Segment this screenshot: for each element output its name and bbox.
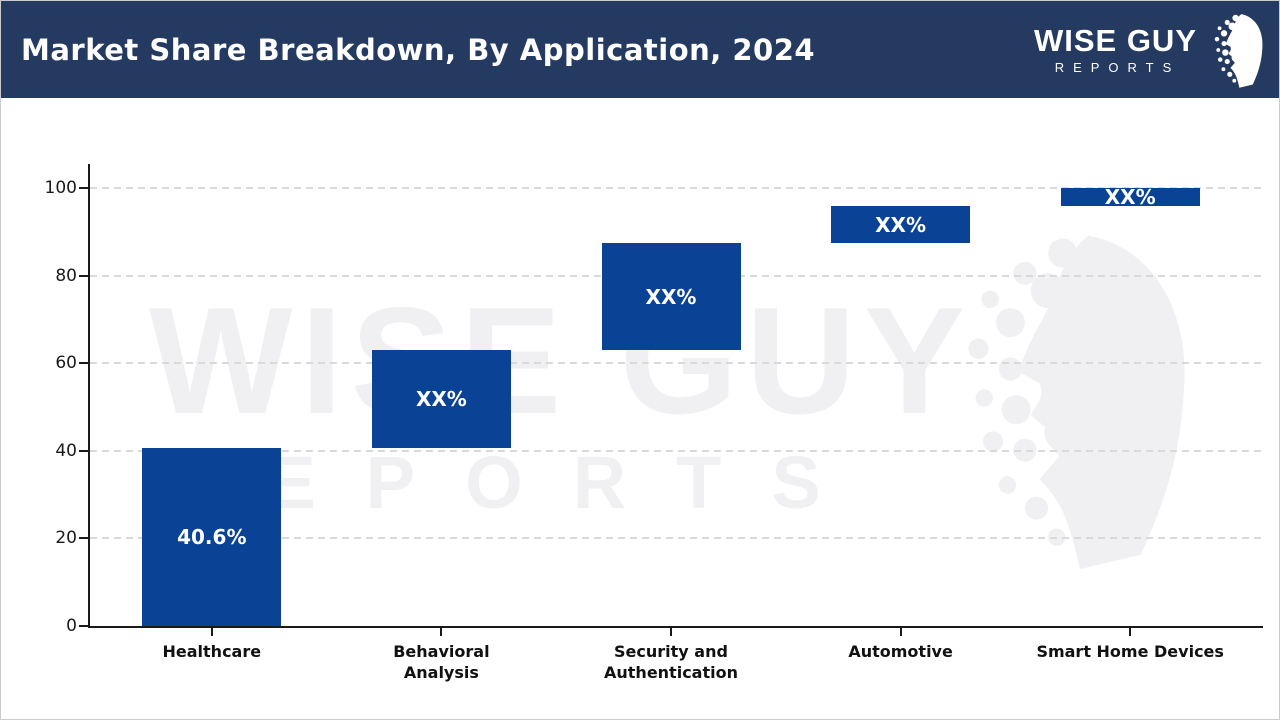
plot-area: 0 20 40 60 80 100 40.6% Healthcare XX% Behavioral… (1, 98, 1279, 719)
x-axis-category-label: Automotive (781, 641, 1021, 662)
y-axis-tick (79, 362, 88, 365)
page-title: Market Share Breakdown, By Application, … (21, 32, 816, 67)
x-axis-tick (440, 628, 443, 636)
bar-value-label: XX% (645, 284, 697, 309)
y-axis-tick (79, 274, 88, 277)
y-axis-tick (79, 449, 88, 452)
logo-subtitle: REPORTS (1054, 60, 1181, 75)
x-axis-category-label: Security and Authentication (551, 641, 791, 683)
bar-value-label: 40.6% (177, 525, 247, 550)
watermark-wordmark: WISE GUY (149, 276, 974, 446)
y-axis-tick (79, 187, 88, 189)
y-axis-tick-label: 0 (66, 616, 77, 636)
bar-segment: XX% (371, 350, 511, 449)
x-axis-category-label-line: Healthcare (162, 642, 262, 661)
y-axis-tick-label: 20 (55, 528, 77, 549)
bar-value-label: XX% (875, 212, 927, 237)
x-axis-tick (670, 628, 672, 636)
x-axis-category-label: Smart Home Devices (1010, 641, 1250, 662)
logo-wordmark: WISE GUY (1033, 23, 1197, 58)
bar-value-label: XX% (1104, 184, 1156, 209)
bar-value-label: XX% (415, 387, 467, 412)
wiseguy-logo: WISE GUY REPORTS (1034, 10, 1265, 90)
x-axis-category-label-line: Analysis (403, 663, 479, 682)
y-axis-tick-label: 80 (55, 265, 77, 286)
x-axis-line (88, 626, 1263, 628)
x-axis-category-label-line: Automotive (848, 642, 953, 661)
gridline-20 (90, 537, 1263, 540)
face-profile-logo-icon (1214, 13, 1263, 88)
x-axis-category-label: Healthcare (92, 641, 332, 662)
x-axis-category-label-line: Smart Home Devices (1036, 642, 1224, 661)
chart-canvas: WISE GUY REPORTS 0 20 40 60 80 100 40.6% Health… (1, 98, 1279, 719)
y-axis-line (88, 164, 90, 628)
x-axis-category-label-line: Behavioral (393, 642, 490, 661)
bar-segment: 40.6% (142, 448, 282, 626)
x-axis-category-label-line: Authentication (604, 663, 738, 682)
gridline-60 (90, 362, 1263, 365)
y-axis-tick-label: 60 (55, 353, 77, 374)
y-axis-tick (79, 625, 88, 627)
x-axis-category-label: Behavioral Analysis (321, 641, 561, 683)
bar-segment: XX% (831, 205, 971, 244)
gridline-100 (90, 187, 1263, 189)
y-axis-tick-label: 40 (55, 440, 77, 461)
x-axis-category-label-line: Security and (614, 642, 728, 661)
gridline-40 (90, 449, 1263, 452)
x-axis-tick (899, 628, 902, 636)
watermark-face-icon (968, 235, 1185, 570)
wiseguy-logo-text: WISE GUY REPORTS (1034, 25, 1197, 74)
bar-segment: XX% (601, 243, 741, 351)
bar-segment: XX% (1060, 184, 1200, 209)
y-axis-tick (79, 537, 88, 540)
x-axis-tick (210, 628, 213, 636)
x-axis-tick (1129, 628, 1132, 636)
y-axis-tick-label: 100 (44, 178, 77, 198)
header-banner: Market Share Breakdown, By Application, … (1, 1, 1279, 98)
